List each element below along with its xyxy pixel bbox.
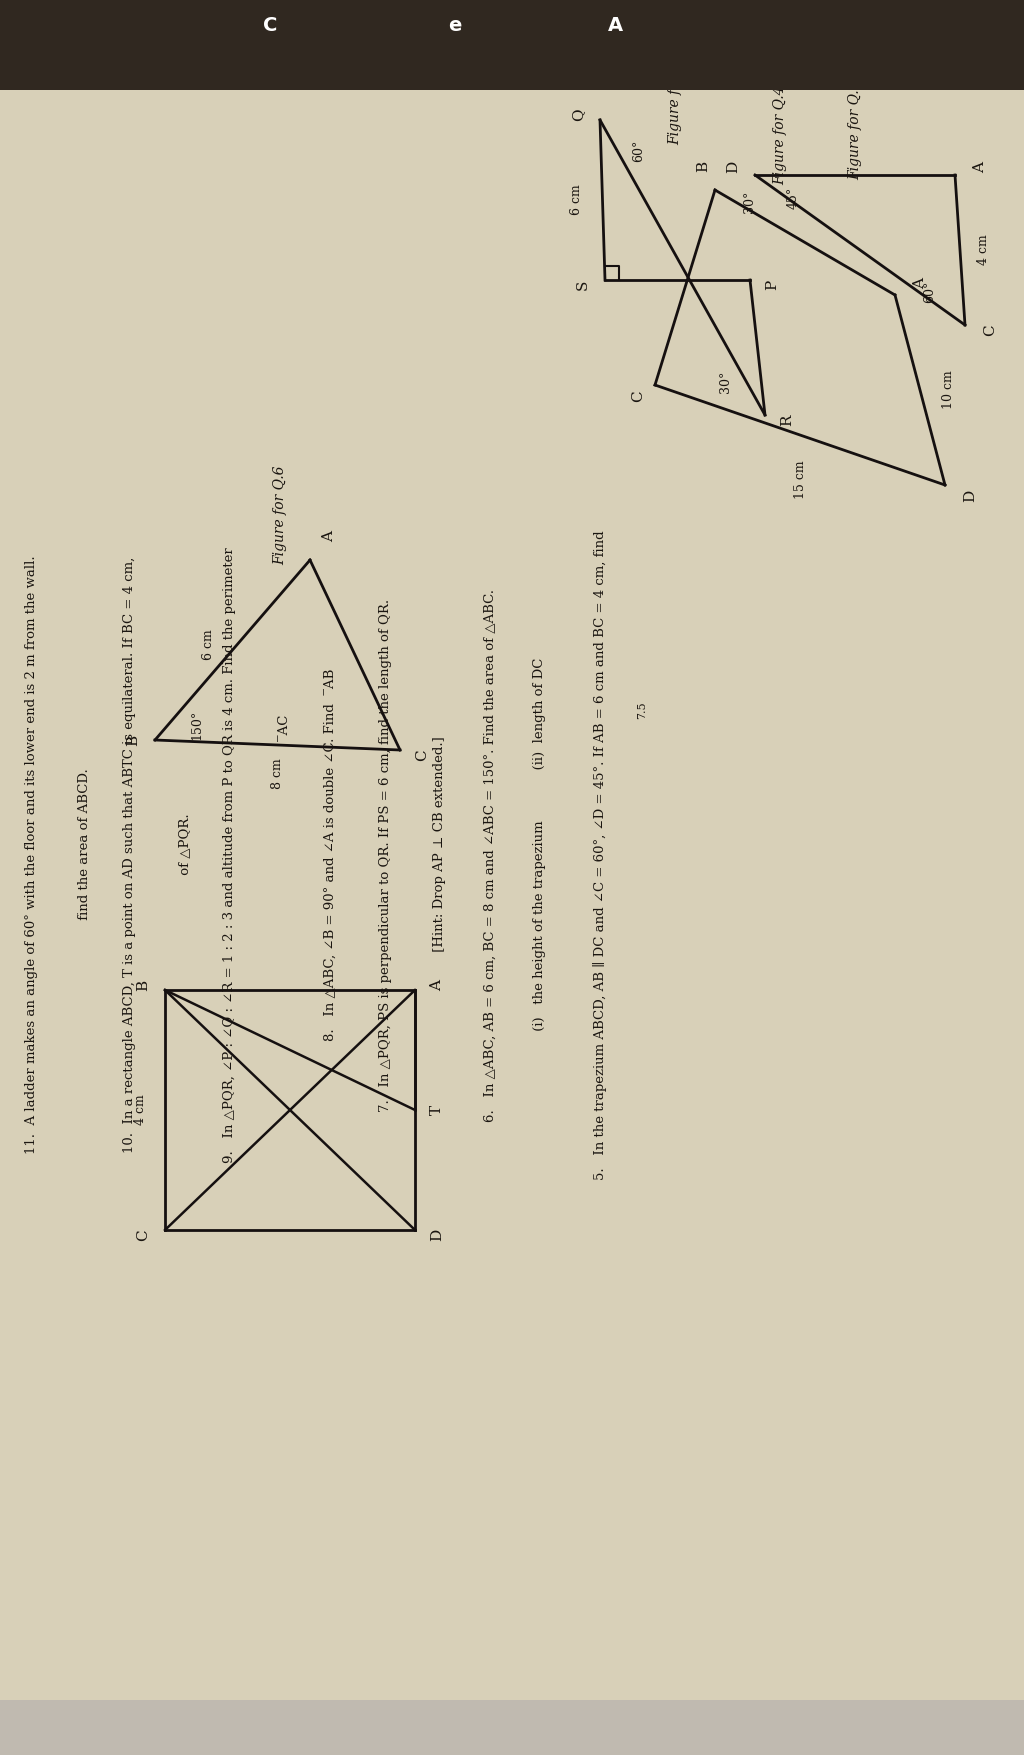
Text: Q: Q (571, 109, 585, 121)
Text: A: A (913, 277, 927, 288)
Text: 6 cm: 6 cm (202, 630, 214, 660)
Text: [Hint: Drop AP ⊥ CB extended.]: [Hint: Drop AP ⊥ CB extended.] (433, 737, 446, 974)
Text: C: C (136, 1228, 150, 1241)
Text: 15 cm: 15 cm (794, 460, 807, 498)
Text: 8 cm: 8 cm (271, 758, 284, 788)
Text: 6.   In △ABC, AB = 6 cm, BC = 8 cm and ∠ABC = 150°. Find the area of △ABC.: 6. In △ABC, AB = 6 cm, BC = 8 cm and ∠AB… (483, 588, 497, 1121)
Bar (0, 1701, 1024, 1755)
Text: 7.5: 7.5 (637, 702, 647, 720)
Text: Figure for Q.5: Figure for Q.5 (848, 81, 862, 179)
Text: 150°: 150° (190, 709, 203, 741)
Text: B: B (136, 979, 150, 990)
Text: 60°: 60° (632, 140, 645, 163)
Text: 9.   In △PQR, ∠P : ∠Q : ∠R = 1 : 2 : 3 and altitude from P to QR is 4 cm. Find t: 9. In △PQR, ∠P : ∠Q : ∠R = 1 : 2 : 3 and… (223, 548, 237, 1164)
Text: S: S (575, 279, 590, 290)
Text: 45°: 45° (786, 188, 800, 209)
Text: 4 cm: 4 cm (977, 235, 990, 265)
Text: 4 cm: 4 cm (134, 1095, 147, 1125)
Text: 6 cm: 6 cm (570, 184, 583, 216)
Text: ‾AC: ‾AC (279, 714, 292, 995)
Text: (i)   the height of the trapezium            (ii)  length of DC: (i) the height of the trapezium (ii) len… (534, 658, 547, 1053)
Text: 7.   In △PQR, PS is perpendicular to QR. If PS = 6 cm, find the length of QR.: 7. In △PQR, PS is perpendicular to QR. I… (379, 598, 391, 1111)
Text: of △PQR.: of △PQR. (178, 814, 191, 897)
Text: P: P (765, 279, 779, 290)
Text: C: C (631, 390, 645, 402)
Text: Figure for Q.4: Figure for Q.4 (773, 86, 787, 184)
Text: 8.   In △ABC, ∠B = 90° and ∠A is double ∠C. Find  ‾AB: 8. In △ABC, ∠B = 90° and ∠A is double ∠C… (324, 669, 337, 1041)
Text: R: R (780, 414, 794, 426)
Text: 30°: 30° (719, 370, 731, 393)
Text: B: B (126, 734, 140, 746)
Text: T: T (430, 1106, 444, 1114)
Text: D: D (726, 161, 740, 174)
Text: 10 cm: 10 cm (942, 370, 955, 409)
Bar (0, 0, 1024, 90)
Text: B: B (696, 161, 710, 172)
Text: A: A (322, 532, 336, 542)
Text: C: C (983, 325, 997, 335)
Text: 5.   In the trapezium ABCD, AB ∥ DC and ∠C = 60°, ∠D = 45°. If AB = 6 cm and BC : 5. In the trapezium ABCD, AB ∥ DC and ∠C… (593, 530, 607, 1179)
Text: e: e (449, 16, 462, 35)
Text: Figure for Q.7: Figure for Q.7 (668, 46, 682, 144)
Text: find the area of ABCD.: find the area of ABCD. (79, 769, 91, 941)
Text: A: A (973, 161, 987, 172)
Text: 30°: 30° (743, 191, 756, 212)
Text: A: A (430, 979, 444, 990)
Text: 60°: 60° (924, 281, 937, 304)
Text: 11.  A ladder makes an angle of 60° with the floor and its lower end is 2 m from: 11. A ladder makes an angle of 60° with … (26, 556, 39, 1155)
Text: D: D (430, 1228, 444, 1241)
Text: Figure for Q.6: Figure for Q.6 (273, 465, 287, 565)
Text: D: D (963, 490, 977, 502)
Text: C: C (263, 16, 278, 35)
Text: 10.  In a rectangle ABCD, T is a point on AD such that ABTC is equilateral. If B: 10. In a rectangle ABCD, T is a point on… (124, 556, 136, 1153)
Text: C: C (415, 749, 429, 762)
Text: A: A (607, 16, 623, 35)
